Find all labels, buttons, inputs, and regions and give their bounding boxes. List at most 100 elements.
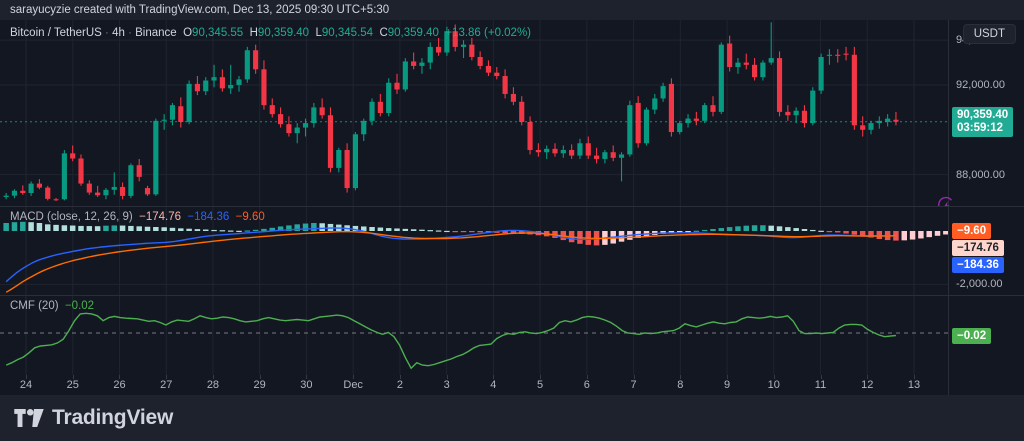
time-tick-label: 25 xyxy=(66,379,79,391)
time-tick xyxy=(72,375,74,379)
currency-chip[interactable]: USDT xyxy=(962,24,1016,44)
time-axis[interactable]: 24 25 26 27 28 29 30 Dec 2 3 4 5 6 7 8 9 10 11 12 13 xyxy=(0,375,1024,395)
time-tick xyxy=(166,375,168,379)
tradingview-wordmark[interactable]: TradingView xyxy=(52,406,174,429)
time-tick-label: 4 xyxy=(490,379,497,391)
time-tick-label: 12 xyxy=(861,379,874,391)
macd-axis[interactable]: -2,000.00 −9.60 −174.76 −184.36 xyxy=(948,207,1024,295)
bar-countdown: 03:59:12 xyxy=(957,121,1004,134)
attribution-text: sarayucyzie created with TradingView.com… xyxy=(0,0,1024,20)
cmf-legend-value: −0.02 xyxy=(64,300,95,312)
legend-open-value: 90,345.55 xyxy=(192,27,244,39)
axis-divider xyxy=(948,207,949,295)
time-tick-label: 13 xyxy=(907,379,921,391)
time-tick xyxy=(399,375,401,379)
time-tick xyxy=(119,375,121,379)
time-tick-label: 30 xyxy=(300,379,313,391)
time-tick-label: 11 xyxy=(814,379,827,391)
time-tick-label: 2 xyxy=(396,379,403,391)
macd-pane[interactable]: -2,000.00 −9.60 −174.76 −184.36 MACD (cl… xyxy=(0,207,1024,295)
time-tick xyxy=(259,375,261,379)
lightning-circle-icon[interactable] xyxy=(937,196,957,206)
macd-legend-title[interactable]: MACD (close, 12, 26, 9) xyxy=(10,211,133,223)
time-tick xyxy=(26,375,27,379)
time-tick xyxy=(727,375,729,379)
price-tick-label: 88,000.00 xyxy=(956,168,1005,181)
time-axis-corner[interactable] xyxy=(948,375,1024,395)
macd-legend-macd-value: −174.76 xyxy=(139,211,181,223)
symbol-legend[interactable]: Bitcoin / TetherUS · 4h · Binance O90,34… xyxy=(10,26,531,40)
macd-legend-signal-value: −184.36 xyxy=(187,211,230,223)
pane-divider-1[interactable] xyxy=(0,206,1024,207)
macd-series xyxy=(0,207,1024,295)
time-tick xyxy=(493,375,495,379)
legend-exchange: Binance xyxy=(135,27,177,39)
legend-sep-1: · xyxy=(105,27,109,39)
axis-divider xyxy=(948,296,949,375)
time-tick xyxy=(353,375,355,379)
time-tick xyxy=(540,375,542,379)
legend-low-value: 90,345.54 xyxy=(321,27,374,39)
legend-close-key: C xyxy=(379,27,388,39)
time-tick-label: Dec xyxy=(343,379,363,391)
cmf-plot[interactable] xyxy=(0,296,948,375)
candlestick-series xyxy=(0,20,948,206)
time-tick-label: 29 xyxy=(253,379,266,391)
time-tick-label: 26 xyxy=(113,379,126,391)
time-tick xyxy=(306,375,308,379)
time-tick xyxy=(212,375,214,379)
cmf-series xyxy=(0,296,948,375)
time-tick xyxy=(680,375,682,379)
axis-divider xyxy=(948,375,949,395)
time-tick xyxy=(867,375,869,379)
macd-plot[interactable] xyxy=(0,207,1024,295)
time-tick xyxy=(820,375,822,379)
time-tick xyxy=(633,375,635,379)
cmf-pane[interactable]: −0.02 CMF (20) −0.02 xyxy=(0,296,1024,375)
price-plot[interactable] xyxy=(0,20,948,206)
cmf-axis[interactable]: −0.02 xyxy=(948,296,1024,375)
legend-high-key: H xyxy=(249,27,258,39)
legend-sep-2: · xyxy=(128,27,132,39)
legend-high-value: 90,359.40 xyxy=(257,27,310,39)
cmf-legend-title[interactable]: CMF (20) xyxy=(10,300,59,312)
time-tick-label: 7 xyxy=(630,379,637,391)
macd-legend-hist-value: −9.60 xyxy=(235,211,265,223)
macd-value-badge: −174.76 xyxy=(952,240,1004,256)
time-tick-label: 24 xyxy=(19,379,33,391)
time-tick-label: 5 xyxy=(537,379,544,391)
time-tick xyxy=(914,375,915,379)
legend-symbol[interactable]: Bitcoin / TetherUS xyxy=(10,27,102,39)
axis-divider xyxy=(948,20,949,206)
pane-divider-2[interactable] xyxy=(0,295,1024,296)
macd-signal-badge: −184.36 xyxy=(952,257,1004,273)
time-tick xyxy=(586,375,588,379)
legend-close-value: 90,359.40 xyxy=(387,27,439,39)
legend-interval[interactable]: 4h xyxy=(112,27,125,39)
legend-low-key: L xyxy=(315,27,322,39)
time-tick-label: 8 xyxy=(677,379,684,391)
time-tick-label: 9 xyxy=(723,379,731,391)
cmf-value-badge: −0.02 xyxy=(952,327,992,344)
time-tick xyxy=(773,375,775,379)
tradingview-logo-icon[interactable] xyxy=(14,409,44,427)
macd-tick-label: -2,000.00 xyxy=(956,278,1003,291)
time-tick-label: 28 xyxy=(206,379,220,391)
time-tick-label: 27 xyxy=(160,379,173,391)
current-price-value: 90,359.40 xyxy=(957,108,1009,121)
footer-bar: TradingView xyxy=(0,395,1024,441)
time-tick-label: 3 xyxy=(443,379,450,391)
time-tick xyxy=(446,375,448,379)
legend-change: +13.86 (+0.02%) xyxy=(445,27,531,39)
macd-legend[interactable]: MACD (close, 12, 26, 9) −174.76 −184.36 … xyxy=(10,210,265,224)
current-price-badge: 90,359.40 03:59:12 xyxy=(952,106,1014,137)
legend-open-key: O xyxy=(183,27,193,39)
time-tick-label: 6 xyxy=(583,379,590,391)
price-tick-label: 92,000.00 xyxy=(956,78,1005,91)
macd-histogram-badge: −9.60 xyxy=(952,223,992,239)
cmf-legend[interactable]: CMF (20) −0.02 xyxy=(10,299,94,313)
